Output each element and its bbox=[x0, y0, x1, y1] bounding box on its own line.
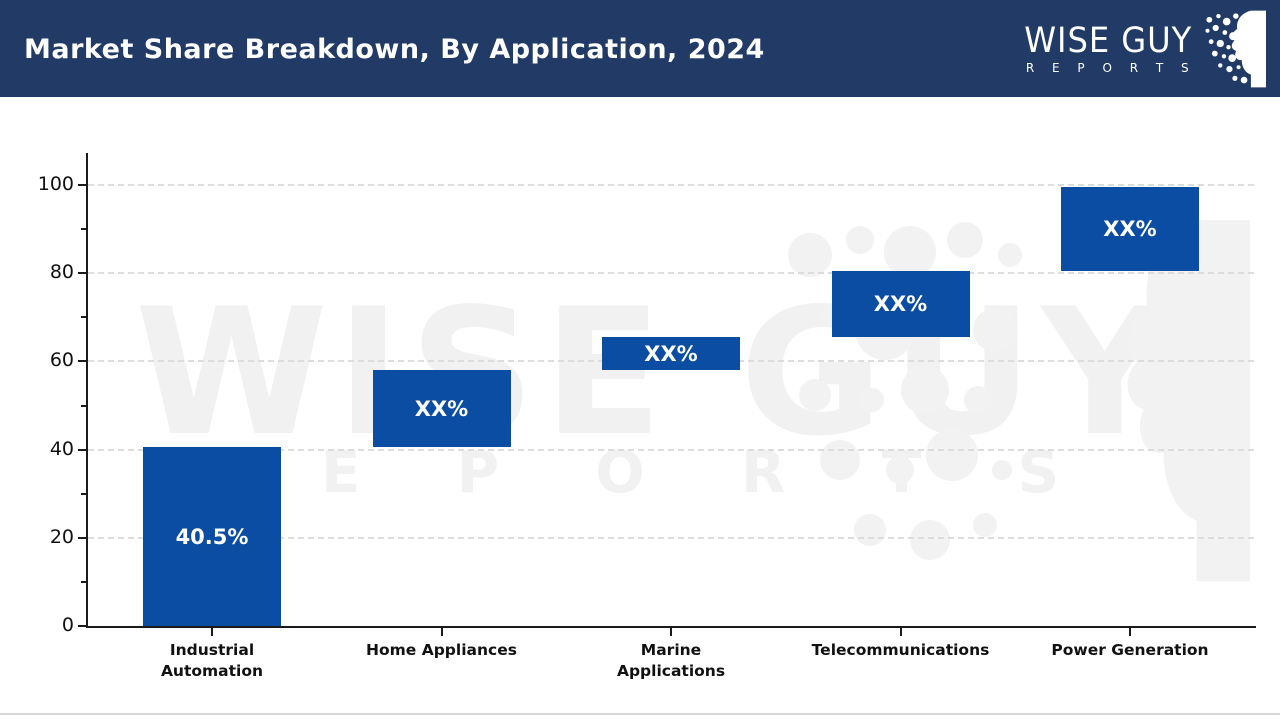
bar-value-label-marine-applications: XX% bbox=[644, 341, 698, 366]
watermark-wordmark: WISE GUY bbox=[135, 272, 1177, 475]
category-label-home-appliances: Home Appliances bbox=[366, 641, 517, 659]
x-tick-power-generation bbox=[1129, 628, 1131, 636]
gridline-20 bbox=[88, 536, 1254, 539]
y-tick-60 bbox=[78, 360, 88, 363]
y-minortick-70 bbox=[81, 316, 88, 319]
wiseguy-logo: WISE GUY R E P O R T S bbox=[1017, 6, 1266, 92]
x-tick-telecommunications bbox=[899, 628, 902, 636]
x-tick-home-appliances bbox=[440, 628, 443, 636]
logo-head-icon bbox=[1205, 10, 1266, 88]
bar-power-generation: XX% bbox=[1061, 187, 1199, 271]
y-tick-label-100: 100 bbox=[37, 173, 74, 195]
y-tick-0 bbox=[78, 625, 88, 627]
category-label-telecommunications: Telecommunications bbox=[811, 641, 990, 659]
page-title: Market Share Breakdown, By Application, … bbox=[24, 34, 765, 65]
y-tick-label-20: 20 bbox=[49, 525, 74, 548]
y-tick-label-0: 0 bbox=[61, 614, 74, 636]
x-axis-line bbox=[86, 626, 1256, 628]
category-label-power-generation: Power Generation bbox=[1051, 641, 1209, 659]
y-tick-20 bbox=[78, 536, 88, 539]
y-tick-80 bbox=[78, 272, 88, 275]
logo-text: WISE GUY R E P O R T S bbox=[1017, 23, 1200, 75]
y-tick-label-80: 80 bbox=[49, 261, 74, 284]
y-minortick-90 bbox=[81, 228, 88, 231]
y-tick-40 bbox=[78, 448, 88, 451]
watermark-head-icon bbox=[788, 220, 1250, 582]
logo-wordmark: WISE GUY bbox=[1024, 21, 1193, 62]
gridline-100 bbox=[88, 184, 1254, 186]
header: Market Share Breakdown, By Application, … bbox=[0, 0, 1280, 97]
y-axis-line bbox=[86, 153, 88, 628]
y-minortick-30 bbox=[81, 492, 88, 495]
x-tick-marine-applications bbox=[670, 628, 672, 636]
bottom-divider bbox=[0, 713, 1280, 715]
y-minortick-50 bbox=[81, 404, 88, 407]
bar-value-label-power-generation: XX% bbox=[1103, 217, 1157, 242]
bar-telecommunications: XX% bbox=[831, 270, 970, 338]
bar-home-appliances: XX% bbox=[372, 370, 511, 448]
bar-value-label-industrial-automation: 40.5% bbox=[175, 524, 249, 549]
y-tick-label-40: 40 bbox=[49, 437, 74, 460]
category-label-marine-applications: Marine Applications bbox=[616, 641, 726, 680]
bar-industrial-automation: 40.5% bbox=[143, 447, 281, 626]
gridline-40 bbox=[88, 448, 1254, 451]
category-label-industrial-automation: Industrial Automation bbox=[160, 641, 264, 680]
x-tick-industrial-automation bbox=[211, 628, 213, 636]
bar-value-label-home-appliances: XX% bbox=[414, 396, 469, 421]
bar-value-label-telecommunications: XX% bbox=[873, 292, 928, 317]
y-tick-label-60: 60 bbox=[49, 349, 74, 372]
logo-subtext: R E P O R T S bbox=[1025, 60, 1196, 75]
gridline-80 bbox=[88, 272, 1254, 275]
y-tick-100 bbox=[78, 184, 88, 186]
bar-marine-applications: XX% bbox=[602, 337, 740, 371]
y-minortick-10 bbox=[81, 580, 88, 583]
